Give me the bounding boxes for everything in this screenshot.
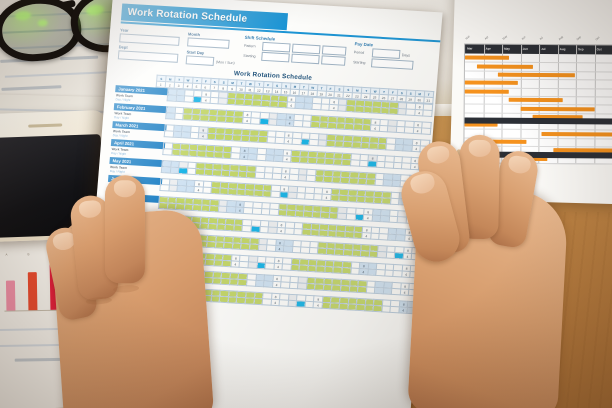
pay-unit-0: Days xyxy=(401,52,411,58)
glasses-lens-left xyxy=(0,0,84,65)
shift-input-0c[interactable] xyxy=(321,45,347,56)
daynum-cell: 31 xyxy=(423,96,434,104)
gantt-bar xyxy=(541,131,612,137)
shift-input-1c[interactable] xyxy=(320,55,346,66)
gantt-bar xyxy=(465,55,510,60)
gantt-column-label: Jun xyxy=(522,46,528,51)
left-hand xyxy=(42,170,244,408)
left-finger-index xyxy=(104,175,145,284)
phone-speaker xyxy=(28,123,63,128)
gantt-bar xyxy=(464,80,519,86)
right-hand xyxy=(385,134,609,408)
gantt-tick-label: Sep xyxy=(575,34,582,42)
form-month-group: Month Start Day (Mon / Sun) xyxy=(185,31,237,67)
gantt-column-label: Oct xyxy=(596,47,602,52)
shift-input-0b[interactable] xyxy=(291,43,321,55)
gantt-column-label: Mar xyxy=(467,46,473,51)
form-pay-section: Pay Date Period Days Starting xyxy=(352,41,419,78)
pay-row-caption-0: Period xyxy=(353,49,365,55)
bar-1 xyxy=(27,271,38,311)
shift-row-caption-1: Starting xyxy=(243,53,256,58)
gantt-column-label: Sep xyxy=(578,47,584,52)
gantt-column-label: Aug xyxy=(559,47,566,52)
schedule-cell[interactable] xyxy=(421,127,431,135)
gantt-tick-label: Jun xyxy=(519,34,527,41)
gantt-tick-label: Mar xyxy=(464,34,471,41)
field-input-month[interactable] xyxy=(187,37,230,49)
bar-label-0: A xyxy=(5,252,8,257)
gantt-divider xyxy=(464,117,612,125)
gantt-bar xyxy=(476,64,534,69)
gantt-bar xyxy=(520,106,595,111)
gantt-column-label: Apr xyxy=(485,46,491,51)
field-caption-startday: (Mon / Sun) xyxy=(215,59,235,65)
gantt-bar xyxy=(497,72,575,78)
gantt-column-label: Jul xyxy=(541,46,546,52)
form-shift-section: Shift Schedule Pattern Starting xyxy=(242,35,347,74)
gantt-bar xyxy=(464,89,510,94)
field-input-startday[interactable] xyxy=(185,55,215,66)
shift-row-caption-0: Pattern xyxy=(243,43,256,48)
pay-row-caption-1: Starting xyxy=(352,59,366,65)
form-left-fields: Year Dept xyxy=(117,27,181,63)
gantt-column-label: May xyxy=(504,46,510,51)
pay-input-0[interactable] xyxy=(371,48,401,59)
gantt-tick-label: Jul xyxy=(538,35,544,41)
shift-input-0a[interactable] xyxy=(261,41,291,53)
gantt-tick-label: Oct xyxy=(593,35,600,42)
gantt-tick-label: Aug xyxy=(556,34,564,42)
schedule-cell[interactable] xyxy=(423,109,433,117)
shift-input-1a[interactable] xyxy=(260,51,290,63)
bar-label-1: B xyxy=(27,252,30,257)
pay-input-1[interactable] xyxy=(370,58,414,70)
gantt-bar xyxy=(509,97,563,103)
shift-input-1b[interactable] xyxy=(290,53,320,65)
gantt-tick-label: May xyxy=(501,34,509,41)
gantt-tick-label: Apr xyxy=(482,34,489,41)
bar-0 xyxy=(5,280,16,311)
